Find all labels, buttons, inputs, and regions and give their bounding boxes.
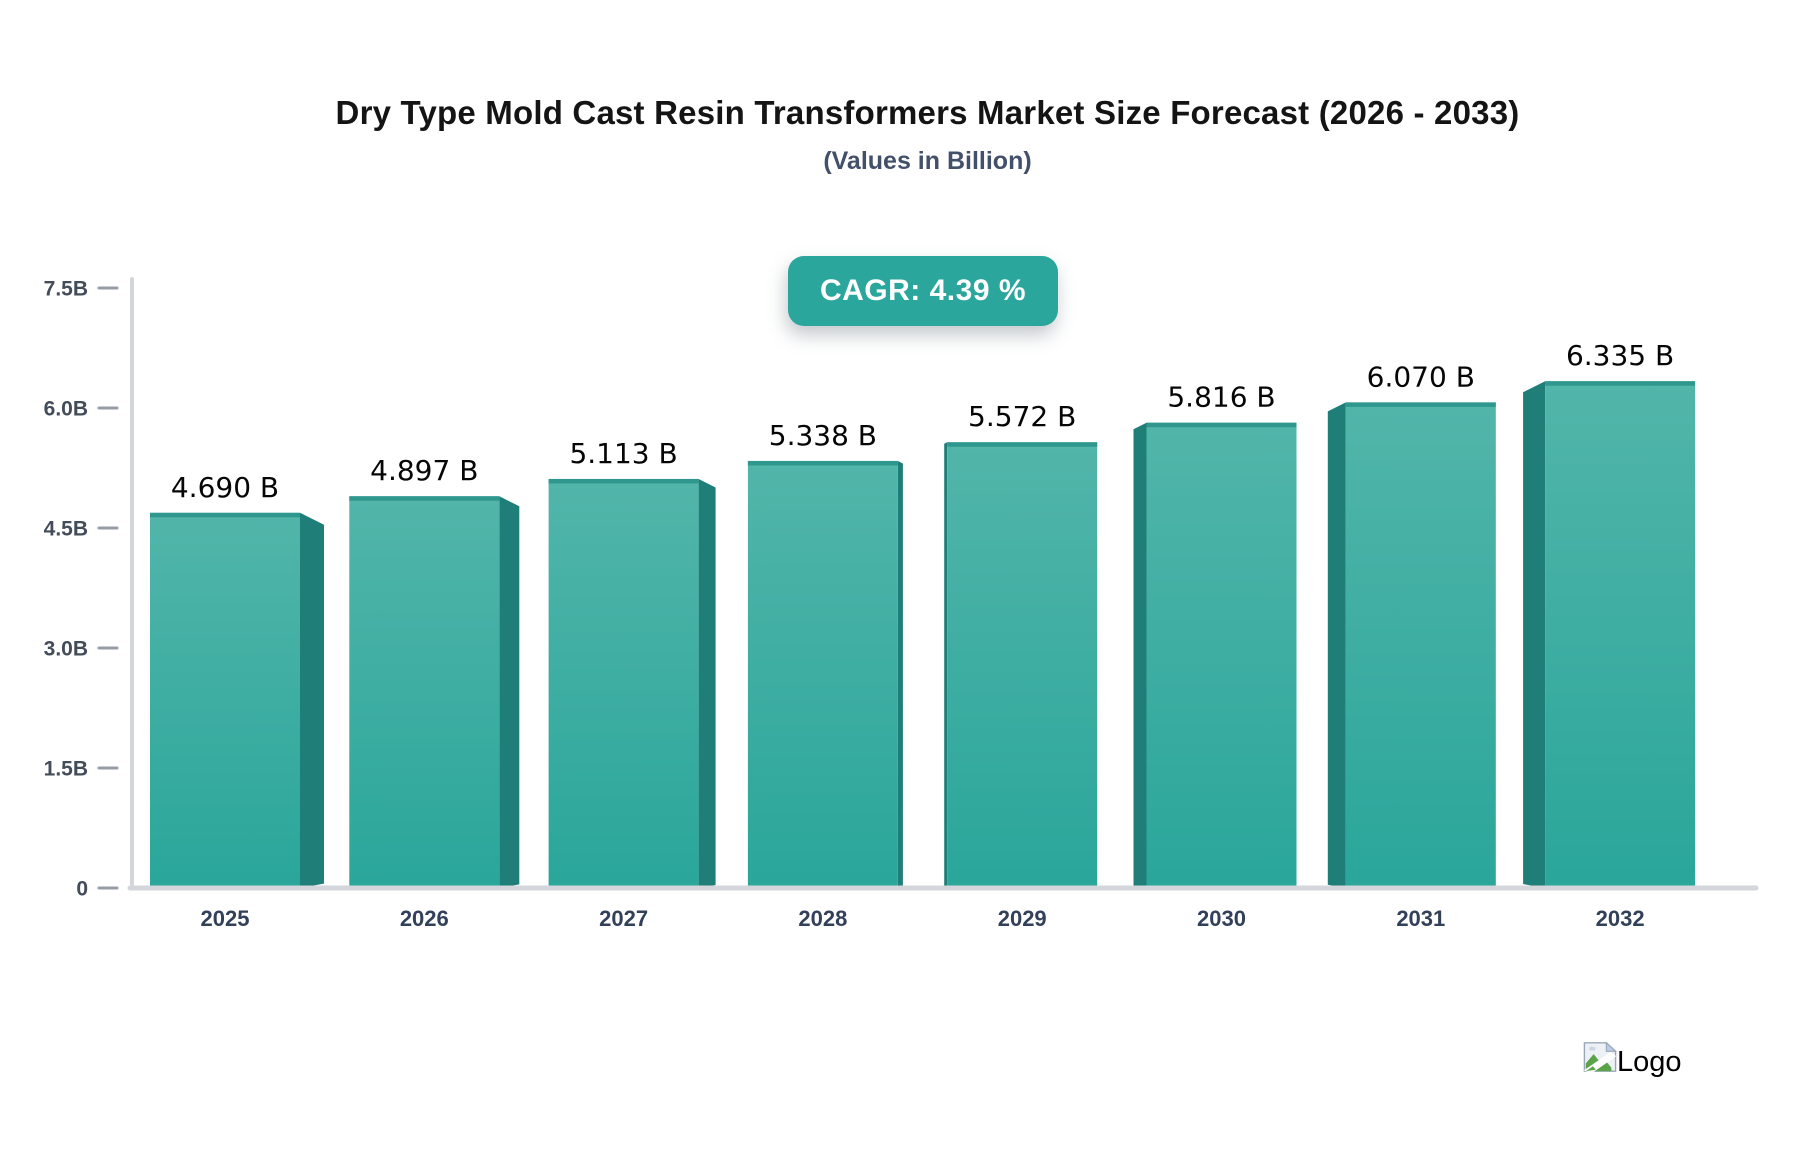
y-tick-label: 7.5B (44, 278, 88, 301)
bar-side-face (1523, 381, 1546, 888)
bar-side-face (698, 478, 716, 888)
bar-side-face (897, 460, 903, 888)
bar-face (1345, 402, 1496, 889)
y-tick-label: 6.0B (44, 398, 88, 421)
bar-face (150, 512, 300, 889)
bar-group-2025 (150, 512, 324, 889)
bar-top-edge (1345, 402, 1496, 407)
cagr-badge: CAGR: 4.39 % (788, 256, 1058, 326)
bar-face (349, 496, 500, 889)
bar-face (1146, 422, 1297, 889)
bar-top-edge (150, 512, 300, 518)
y-tick-label: 1.5B (44, 758, 88, 781)
bar-face (1545, 381, 1696, 889)
logo: Logo (1583, 1038, 1682, 1079)
bar-group-2032 (1523, 381, 1696, 889)
bar-side-face (1327, 402, 1346, 888)
bar-top-edge (349, 496, 500, 501)
bar-value-label: 6.335 B (1566, 339, 1674, 372)
bar-value-label: 5.113 B (569, 437, 677, 470)
x-axis-label: 2028 (798, 906, 847, 931)
x-axis-label: 2031 (1396, 906, 1445, 931)
bar-group-2030 (1133, 422, 1297, 889)
chart-title: Dry Type Mold Cast Resin Transformers Ma… (335, 94, 1520, 131)
bar-face (947, 442, 1098, 889)
bar-group-2029 (944, 442, 1098, 889)
bar-group-2027 (548, 478, 716, 889)
bar-group-2028 (747, 460, 903, 889)
bar-side-face (300, 512, 324, 888)
bar-top-edge (548, 478, 699, 484)
bar-value-label: 5.572 B (968, 400, 1076, 433)
x-axis-label: 2029 (998, 906, 1047, 931)
bar-group-2026 (349, 496, 520, 889)
bar-value-label: 4.690 B (171, 471, 279, 504)
bar-face (548, 478, 699, 889)
bar-top-edge (747, 460, 898, 466)
broken-image-icon (1583, 1041, 1617, 1073)
logo-text: Logo (1617, 1046, 1682, 1078)
x-axis-label: 2030 (1197, 906, 1246, 931)
bar-value-label: 4.897 B (370, 454, 478, 487)
y-tick-label: 3.0B (44, 638, 88, 661)
bar-side-face (1133, 422, 1147, 888)
y-tick-label: 4.5B (44, 518, 88, 541)
bar-side-face (944, 442, 948, 888)
bar-face (747, 460, 898, 889)
bar-side-face (499, 496, 520, 888)
x-axis-label: 2027 (599, 906, 648, 931)
bar-group-2031 (1327, 402, 1496, 889)
x-axis-label: 2032 (1596, 906, 1645, 931)
bar-value-label: 5.816 B (1167, 381, 1275, 414)
bar-value-label: 5.338 B (769, 419, 877, 452)
x-axis-label: 2026 (400, 906, 449, 931)
y-tick-label: 0 (76, 878, 88, 901)
bar-value-label: 6.070 B (1367, 360, 1475, 393)
bar-top-edge (1545, 381, 1696, 386)
chart-subtitle: (Values in Billion) (823, 147, 1032, 175)
bar-top-edge (1146, 422, 1297, 428)
x-axis-label: 2025 (201, 906, 250, 931)
bar-top-edge (947, 442, 1098, 447)
